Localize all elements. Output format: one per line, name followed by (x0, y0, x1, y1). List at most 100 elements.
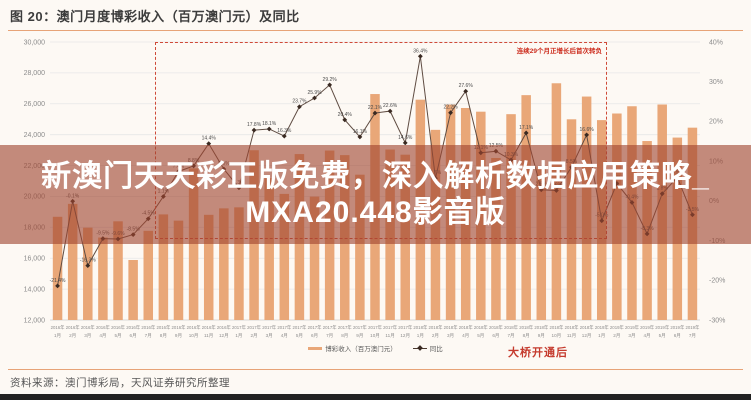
y-axis-label-right: 40% (709, 39, 723, 46)
yoy-marker (55, 283, 60, 289)
x-axis-label-year: 2016年 (111, 324, 126, 331)
chart-legend: 博彩收入（百万澳门元） 同比 (0, 343, 751, 353)
x-axis-label-year: 2018年 (534, 324, 549, 331)
x-axis-label-year: 2017年 (232, 324, 247, 331)
y-axis-label-left: 16,000 (24, 256, 46, 263)
revenue-bar (219, 208, 229, 320)
yoy-marker (206, 141, 212, 147)
source-separator (8, 369, 743, 370)
x-axis-label-month: 3月 (628, 333, 635, 339)
x-axis-label-year: 2019年 (655, 324, 670, 331)
x-axis-label-year: 2017年 (323, 324, 338, 331)
x-axis-label-year: 2018年 (489, 324, 504, 331)
title-separator (8, 30, 743, 31)
x-axis-label-year: 2017年 (292, 324, 307, 331)
x-axis-label-month: 4月 (462, 333, 469, 339)
x-axis-label-year: 2016年 (187, 324, 202, 331)
x-axis-label-year: 2017年 (262, 324, 277, 331)
watermark-overlay: 新澳门天天彩正版免费，深入解析数据应用策略_ MXA20.448影音版 (0, 145, 751, 244)
x-axis-label-month: 8月 (523, 333, 530, 339)
x-axis-label-month: 6月 (674, 333, 681, 339)
x-axis-label-year: 2016年 (156, 324, 171, 331)
x-axis-label-month: 10月 (189, 333, 199, 339)
x-axis-label-month: 12月 (582, 333, 592, 339)
yoy-value-label: 14.6% (398, 135, 413, 141)
x-axis-label-month: 5月 (114, 333, 121, 339)
bridge-annotation: 大桥开通后 (508, 347, 568, 359)
x-axis-label-year: 2016年 (126, 324, 141, 331)
y-axis-label-left: 26,000 (24, 101, 46, 108)
x-axis-label-month: 1月 (598, 333, 605, 339)
x-axis-label-year: 2018年 (444, 324, 459, 331)
x-axis-label-month: 4月 (644, 333, 651, 339)
x-axis-label-month: 8月 (160, 333, 167, 339)
x-axis-label-month: 10月 (552, 333, 562, 339)
x-axis-label-year: 2017年 (247, 324, 262, 331)
revenue-bar (113, 221, 123, 320)
x-axis-label-year: 2017年 (383, 324, 398, 331)
x-axis-label-year: 2017年 (353, 324, 368, 331)
x-axis-label-month: 2月 (69, 333, 76, 339)
x-axis-label-month: 7月 (689, 333, 696, 339)
yoy-value-label: 22.1% (368, 105, 383, 111)
x-axis-label-year: 2019年 (595, 324, 610, 331)
legend-item-yoy: 同比 (412, 343, 443, 353)
yoy-marker (281, 133, 287, 139)
x-axis-label-month: 7月 (326, 333, 333, 339)
yoy-value-label: -21.4% (50, 278, 66, 284)
x-axis-label-month: 2月 (613, 333, 620, 339)
yoy-marker (463, 88, 469, 94)
revenue-bar (83, 227, 93, 320)
x-axis-label-month: 6月 (492, 333, 499, 339)
x-axis-label-year: 2018年 (519, 324, 534, 331)
y-axis-label-right: -30% (709, 317, 725, 324)
yoy-marker (297, 104, 302, 110)
yoy-value-label: 22.2% (443, 105, 458, 111)
legend-label-revenue: 博彩收入（百万澳门元） (325, 346, 397, 353)
revenue-bar (234, 207, 244, 320)
revenue-bar (128, 259, 138, 320)
yoy-marker (342, 117, 348, 123)
x-axis-label-year: 2016年 (141, 324, 156, 331)
x-axis-label-month: 6月 (130, 333, 137, 339)
y-axis-label-left: 30,000 (24, 39, 46, 46)
figure-title: 图 20：澳门月度博彩收入（百万澳门元）及同比 (10, 9, 300, 24)
x-axis-label-month: 4月 (99, 333, 106, 339)
x-axis-label-month: 12月 (219, 333, 229, 339)
x-axis-label-year: 2019年 (670, 324, 685, 331)
x-axis-label-month: 1月 (235, 333, 242, 339)
revenue-bar (203, 214, 214, 320)
revenue-bar (264, 178, 274, 320)
x-axis-label-month: 2月 (432, 333, 439, 339)
x-axis-label-year: 2018年 (565, 324, 580, 331)
watermark-line1: 新澳门天天彩正版免费，深入解析数据应用策略_ (41, 159, 710, 193)
x-axis-label-year: 2018年 (459, 324, 474, 331)
x-axis-label-month: 5月 (477, 333, 484, 339)
x-axis-label-year: 2016年 (66, 324, 81, 331)
source-note: 资料来源：澳门博彩局，天风证券研究所整理 (10, 377, 230, 389)
yoy-value-label: 23.7% (292, 99, 307, 105)
x-axis-label-month: 1月 (417, 333, 424, 339)
yoy-value-label: 16.3% (277, 128, 292, 134)
y-axis-label-right: 20% (709, 119, 723, 126)
x-axis-label-year: 2018年 (413, 324, 428, 331)
x-axis-label-month: 3月 (84, 333, 91, 339)
x-axis-label-year: 2018年 (549, 324, 564, 331)
yoy-value-label: 36.4% (413, 48, 428, 54)
yoy-marker (402, 140, 408, 146)
x-axis-label-year: 2016年 (96, 324, 111, 331)
yoy-marker (372, 110, 378, 116)
yoy-value-label: 17.1% (519, 125, 534, 131)
revenue-bar (173, 220, 184, 320)
revenue-bar (355, 174, 365, 320)
y-axis-label-left: 24,000 (24, 132, 46, 139)
x-axis-label-month: 8月 (341, 333, 348, 339)
x-axis-label-year: 2017年 (308, 324, 323, 331)
x-axis-label-year: 2017年 (368, 324, 383, 331)
revenue-bar (143, 230, 154, 320)
y-axis-label-left: 14,000 (24, 286, 46, 293)
x-axis-label-year: 2016年 (217, 324, 232, 331)
yoy-value-label: 22.6% (383, 103, 398, 109)
x-axis-label-month: 3月 (447, 333, 454, 339)
x-axis-label-year: 2018年 (429, 324, 444, 331)
